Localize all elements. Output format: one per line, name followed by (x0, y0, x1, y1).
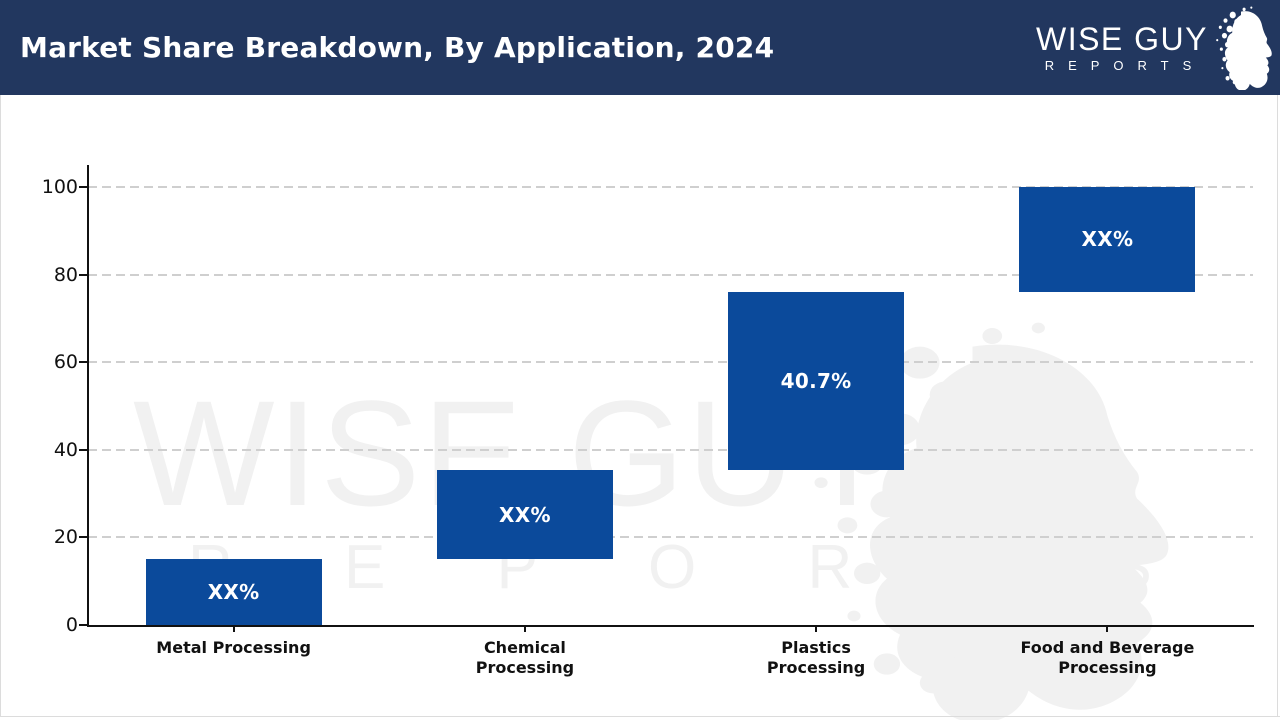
brand-logo-text: WISE GUY REPORTS (1036, 22, 1208, 74)
x-axis-tick-mark (815, 625, 818, 632)
x-axis-line (86, 625, 1254, 627)
gridline-60 (88, 361, 1253, 364)
bar-chemical-processing: XX% (436, 469, 613, 560)
bar-value-label: XX% (207, 580, 260, 605)
x-axis-category-label: Food and Beverage Processing (1020, 638, 1195, 677)
brand-subtitle: REPORTS (1044, 58, 1206, 73)
y-axis-tick-label: 20 (53, 526, 78, 549)
bar-metal-processing: XX% (145, 559, 322, 625)
x-axis-tick-mark (232, 625, 235, 632)
gridline-80 (88, 273, 1253, 276)
page-border-left (0, 95, 1, 717)
gridline-100 (88, 185, 1253, 188)
y-axis-tick-mark (79, 536, 87, 539)
x-axis-tick-mark (1106, 625, 1109, 632)
y-axis-tick-mark (79, 624, 87, 626)
y-axis-tick-label: 60 (53, 351, 78, 374)
bar-value-label: XX% (1081, 227, 1134, 252)
page-title: Market Share Breakdown, By Application, … (20, 31, 775, 64)
y-axis-line (86, 165, 89, 627)
x-axis-category-label: Metal Processing (156, 638, 311, 657)
page-border-right (1277, 95, 1278, 717)
y-axis-tick-label: 100 (41, 175, 78, 198)
x-axis-category-label: Chemical Processing (475, 638, 575, 677)
header-bar: Market Share Breakdown, By Application, … (0, 0, 1280, 95)
y-axis-tick-label: 80 (53, 263, 78, 286)
wise-guy-face-icon (1216, 6, 1272, 90)
page-border-bottom (0, 716, 1280, 717)
y-axis-tick-mark (79, 448, 87, 451)
y-axis-tick-mark (79, 361, 87, 364)
gridline-40 (88, 448, 1253, 451)
bar-value-label: XX% (499, 502, 551, 527)
bar-food-and-beverage-processing: XX% (1019, 186, 1196, 292)
brand-name: WISE GUY (1035, 21, 1208, 57)
y-axis-tick-mark (79, 185, 87, 188)
x-axis-category-label: Plastics Processing (766, 638, 866, 677)
x-axis-tick-mark (523, 625, 526, 632)
y-axis-tick-label: 40 (53, 438, 78, 461)
gridline-20 (88, 536, 1253, 539)
bar-value-label: 40.7% (780, 368, 852, 393)
bar-plastics-processing: 40.7% (728, 291, 905, 470)
brand-logo: WISE GUY REPORTS (1036, 4, 1272, 92)
y-axis-tick-mark (79, 273, 87, 276)
y-axis-tick-label: 0 (65, 614, 78, 636)
